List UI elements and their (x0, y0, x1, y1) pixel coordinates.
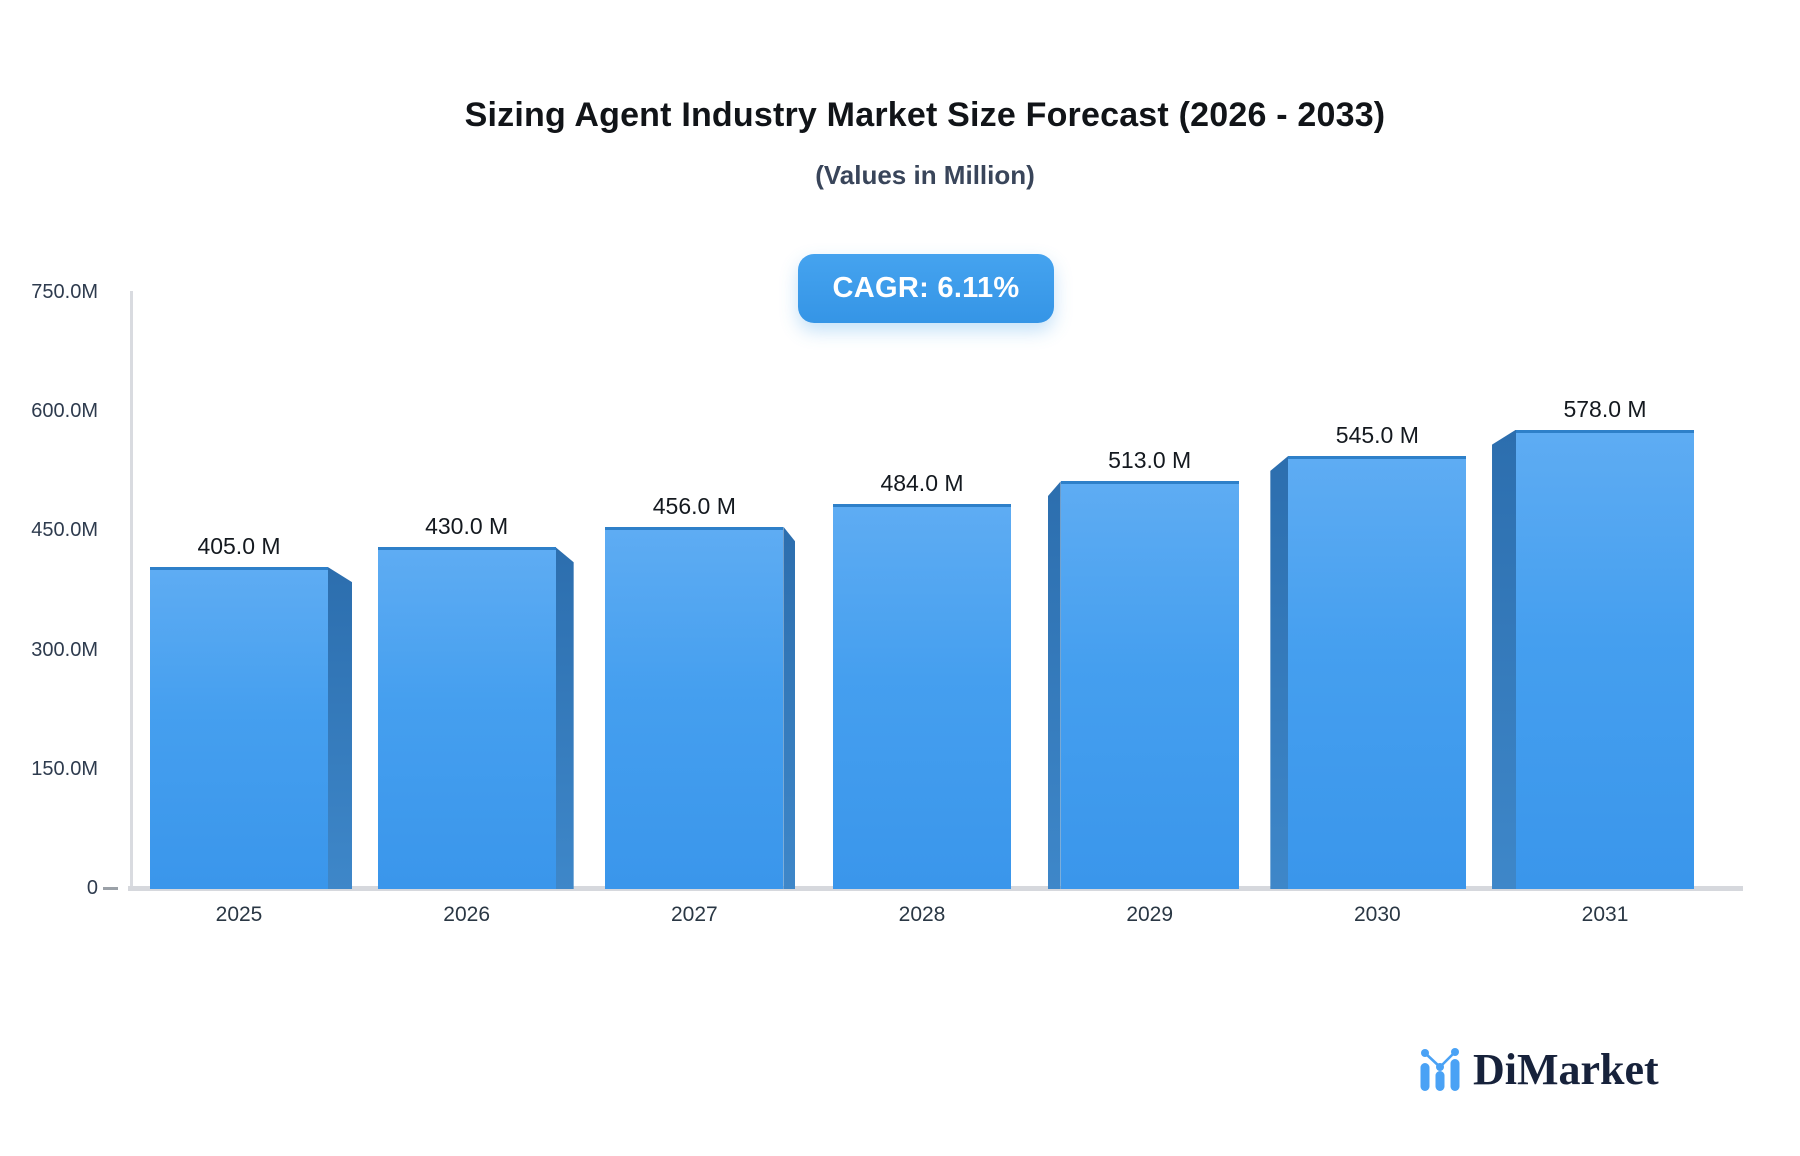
bar-face (150, 567, 328, 889)
bar-2027 (605, 526, 796, 889)
y-tick-label: 600.0M (31, 400, 98, 423)
x-tick-label: 2031 (1581, 903, 1629, 926)
bar-chart-trend-icon (1420, 1048, 1460, 1091)
bar-face (1516, 429, 1695, 889)
bar-2028 (833, 504, 1011, 889)
bar-value-label: 545.0 M (1335, 421, 1419, 448)
zero-tick-dash (103, 887, 118, 890)
y-tick-label: 0 (86, 877, 98, 899)
y-axis-line (130, 291, 133, 889)
x-tick-label: 2026 (443, 903, 491, 926)
bar-2029 (1047, 481, 1239, 889)
bar-face (1060, 481, 1239, 889)
x-tick-label: 2027 (670, 903, 718, 926)
bar-side-face (328, 567, 352, 889)
x-tick-label: 2028 (898, 903, 946, 926)
bar-side-face (1047, 481, 1061, 889)
bar-face (605, 526, 784, 889)
y-tick-label: 300.0M (31, 638, 98, 661)
cagr-badge: CAGR: 6.11% (798, 254, 1054, 323)
cagr-badge-label: CAGR: 6.11% (832, 272, 1020, 304)
x-tick-label: 2029 (1126, 903, 1174, 926)
bar-2030 (1270, 455, 1467, 889)
bar-value-label: 513.0 M (1108, 447, 1192, 474)
bar-side-face (555, 547, 574, 889)
bar-side-face (1492, 429, 1517, 889)
bar-side-face (1270, 455, 1289, 889)
y-tick-label: 150.0M (31, 757, 98, 780)
bar-value-label: 578.0 M (1563, 395, 1647, 422)
x-tick-label: 2025 (215, 903, 263, 926)
bar-face (377, 547, 556, 889)
bar-2026 (377, 547, 574, 889)
chart-subtitle: (Values in Million) (815, 160, 1035, 190)
brand-logo: DiMarket (1420, 1044, 1659, 1092)
bar-value-label: 456.0 M (652, 492, 736, 519)
bar-face (1288, 455, 1467, 889)
x-tick-label: 2030 (1353, 903, 1401, 926)
chart-title: Sizing Agent Industry Market Size Foreca… (464, 96, 1386, 134)
bar-face (833, 504, 1011, 889)
bar-side-face (783, 526, 796, 889)
bar-2031 (1492, 429, 1695, 889)
bar-value-label: 430.0 M (425, 513, 509, 540)
brand-name: DiMarket (1473, 1045, 1659, 1094)
bar-value-label: 484.0 M (880, 470, 964, 497)
y-tick-label: 750.0M (31, 281, 98, 303)
y-tick-label: 450.0M (31, 519, 98, 542)
bar-value-label: 405.0 M (197, 533, 281, 560)
bar-2025 (150, 567, 352, 889)
